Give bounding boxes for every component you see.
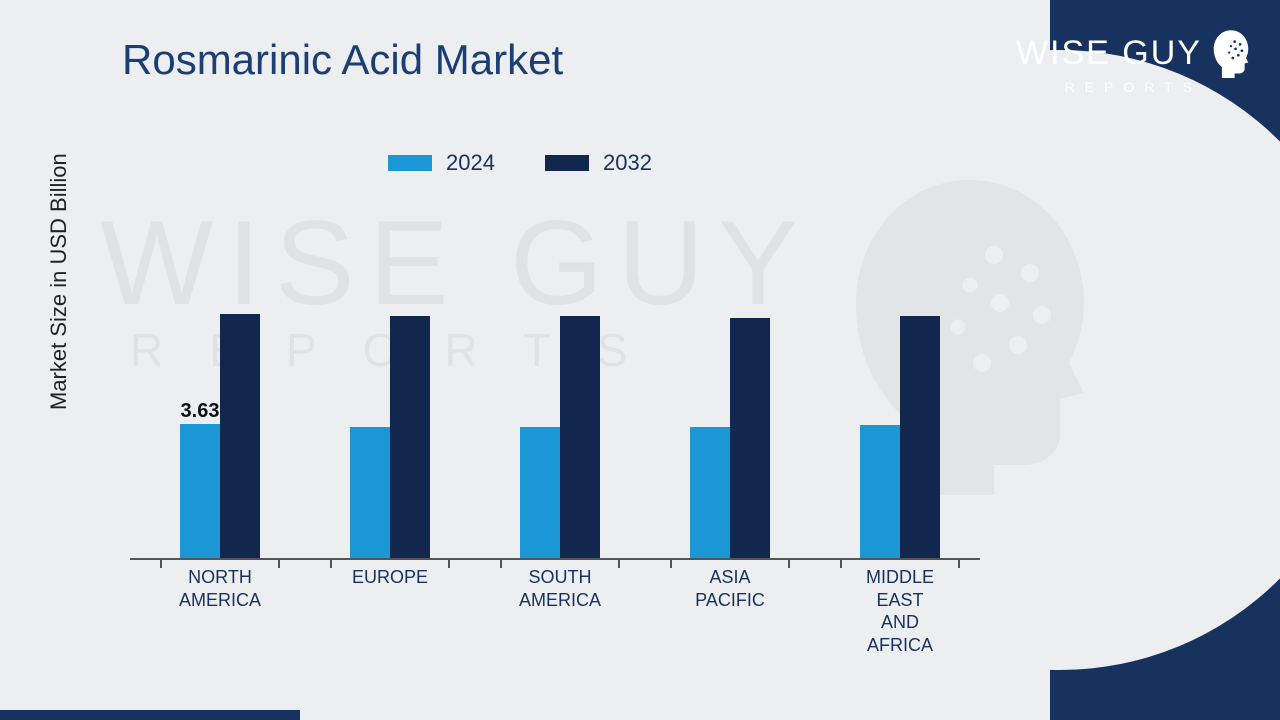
x-axis-label: SOUTHAMERICA bbox=[490, 566, 630, 611]
bar-group bbox=[840, 190, 960, 560]
legend-item: 2032 bbox=[545, 150, 652, 176]
bar bbox=[350, 427, 390, 558]
chart-legend: 2024 2032 bbox=[60, 150, 980, 176]
bar bbox=[730, 318, 770, 559]
legend-label: 2024 bbox=[446, 150, 495, 176]
market-bar-chart: 20242032 Market Size in USD Billion 3.63… bbox=[60, 150, 980, 690]
bar bbox=[220, 314, 260, 558]
bar bbox=[690, 427, 730, 558]
circle-cutout-mask bbox=[1050, 0, 1280, 720]
report-slide: WISE GUY REPORTS WISE GUY bbox=[0, 0, 1280, 720]
bar-group bbox=[670, 190, 790, 560]
legend-swatch bbox=[388, 155, 432, 171]
bar bbox=[180, 424, 220, 558]
bar bbox=[900, 316, 940, 558]
bar bbox=[860, 425, 900, 558]
bar-group bbox=[160, 190, 280, 560]
bar-group bbox=[500, 190, 620, 560]
x-axis-label: ASIAPACIFIC bbox=[660, 566, 800, 611]
legend-item: 2024 bbox=[388, 150, 495, 176]
bar bbox=[560, 316, 600, 558]
x-axis-label: EUROPE bbox=[320, 566, 460, 589]
chart-plot-area: 3.63 bbox=[130, 190, 980, 560]
x-axis-label: MIDDLEEASTANDAFRICA bbox=[830, 566, 970, 656]
x-axis-label: NORTHAMERICA bbox=[150, 566, 290, 611]
brand-logo-head-icon bbox=[1206, 28, 1256, 78]
legend-swatch bbox=[545, 155, 589, 171]
bar bbox=[390, 316, 430, 558]
y-axis-label: Market Size in USD Billion bbox=[46, 153, 72, 410]
page-title: Rosmarinic Acid Market bbox=[122, 36, 563, 84]
bar-data-label: 3.63 bbox=[170, 400, 230, 423]
brand-logo-text: WISE GUY bbox=[1016, 36, 1202, 70]
bar-group bbox=[330, 190, 450, 560]
circle-cutout bbox=[1050, 50, 1280, 670]
bottom-accent-bar bbox=[0, 710, 300, 720]
brand-logo: WISE GUY REPORTS bbox=[1016, 28, 1256, 94]
bar bbox=[520, 427, 560, 558]
brand-logo-subtext: REPORTS bbox=[1016, 80, 1256, 94]
legend-label: 2032 bbox=[603, 150, 652, 176]
